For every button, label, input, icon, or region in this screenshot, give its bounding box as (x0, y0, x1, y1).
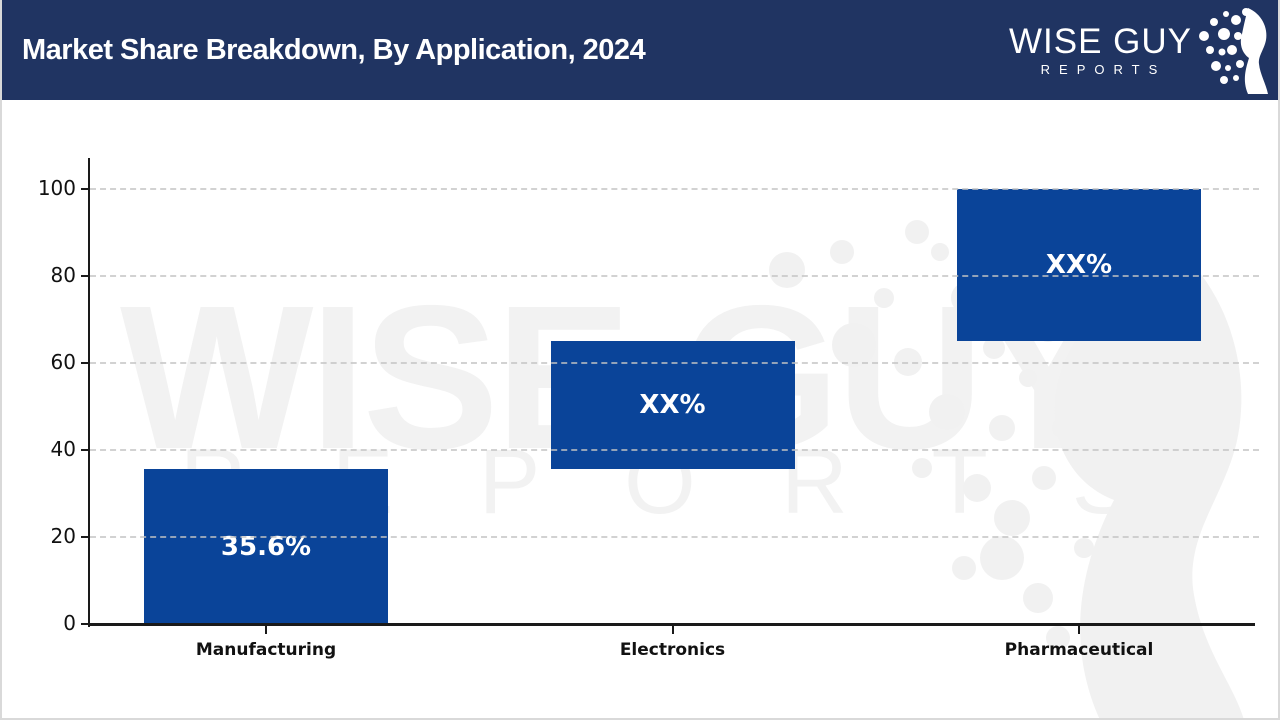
logo-head-icon (1199, 8, 1268, 94)
y-tick-label-0: 0 (63, 611, 76, 635)
header-bar: Market Share Breakdown, By Application, … (2, 0, 1278, 100)
y-tick-60 (81, 362, 90, 364)
y-tick-0 (81, 623, 90, 625)
category-label-manufacturing: Manufacturing (195, 640, 337, 660)
logo-reports-text: REPORTS (1040, 61, 1167, 77)
y-tick-label-100: 100 (37, 176, 76, 200)
category-label-pharmaceutical: Pharmaceutical (1004, 640, 1154, 660)
y-axis-line (88, 158, 90, 627)
bar-value-label-electronics: XX% (639, 390, 706, 421)
wise-guy-reports-logo: WISE GUY REPORTS (1008, 6, 1278, 94)
gridline-80 (90, 275, 1259, 277)
gridline-60 (90, 362, 1259, 364)
y-tick-100 (81, 188, 90, 190)
y-tick-label-80: 80 (50, 263, 76, 287)
gridline-100 (90, 188, 1259, 190)
y-tick-80 (81, 275, 90, 277)
gridline-20 (90, 536, 1259, 538)
x-axis-line (88, 623, 1255, 626)
page-title: Market Share Breakdown, By Application, … (22, 33, 646, 66)
x-tick-electronics (671, 626, 674, 634)
bar-pharmaceutical: XX% (957, 189, 1201, 342)
y-tick-20 (81, 536, 90, 538)
bar-manufacturing: 35.6% (144, 469, 388, 624)
y-tick-label-60: 60 (50, 350, 76, 374)
gridline-40 (90, 449, 1259, 451)
logo-wiseguy-text: WISE GUY (1008, 21, 1192, 61)
y-tick-40 (81, 449, 90, 451)
category-label-electronics: Electronics (619, 640, 726, 660)
y-tick-label-40: 40 (50, 437, 76, 461)
y-tick-label-20: 20 (50, 524, 76, 548)
x-tick-manufacturing (265, 626, 267, 634)
x-tick-pharmaceutical (1078, 626, 1080, 634)
